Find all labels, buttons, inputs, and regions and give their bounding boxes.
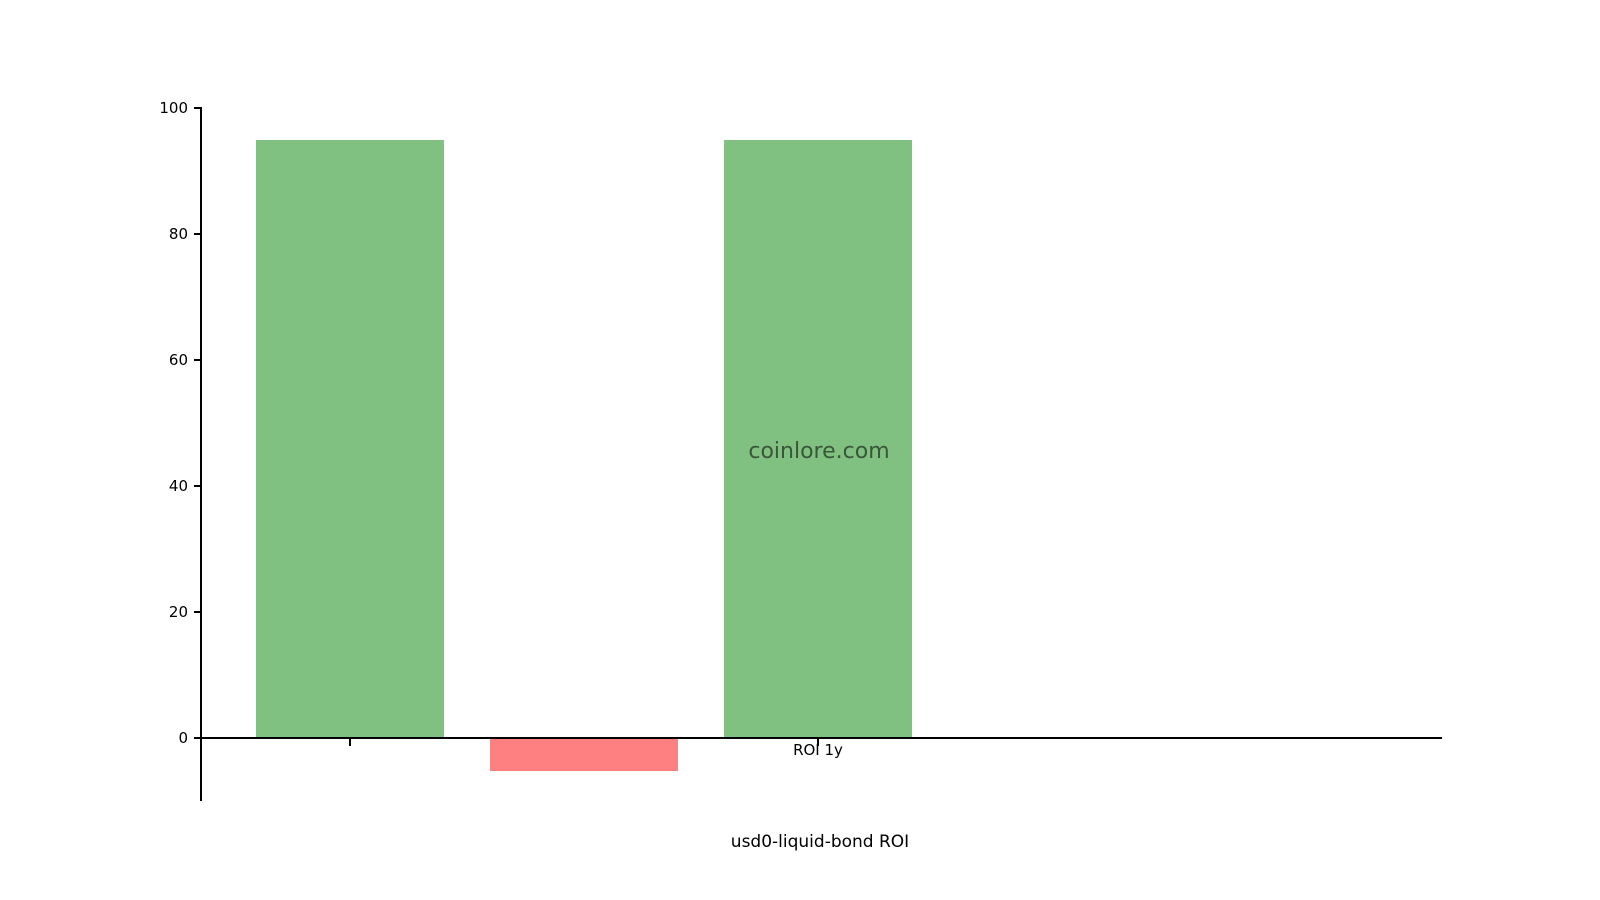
y-tick-mark	[194, 485, 202, 487]
x-axis-line	[200, 737, 1442, 739]
y-tick-label: 100	[159, 99, 188, 117]
watermark-text: coinlore.com	[748, 439, 890, 464]
bar	[490, 739, 678, 771]
bar	[256, 139, 444, 738]
y-tick-mark	[194, 359, 202, 361]
x-tick-mark	[349, 738, 351, 746]
y-tick-label: 20	[168, 603, 188, 621]
y-tick-label: 0	[178, 729, 188, 747]
y-tick-label: 60	[168, 351, 188, 369]
x-tick-mark	[817, 738, 819, 746]
y-tick-label: 80	[168, 225, 188, 243]
chart-title: usd0-liquid-bond ROI	[730, 832, 910, 852]
y-tick-label: 40	[168, 477, 188, 495]
y-tick-mark	[194, 611, 202, 613]
x-tick-label: ROI 1y	[793, 741, 843, 759]
y-tick-mark	[194, 233, 202, 235]
bar	[724, 139, 912, 738]
y-tick-mark	[194, 737, 202, 739]
y-tick-mark	[194, 107, 202, 109]
y-axis-spine	[200, 107, 202, 801]
